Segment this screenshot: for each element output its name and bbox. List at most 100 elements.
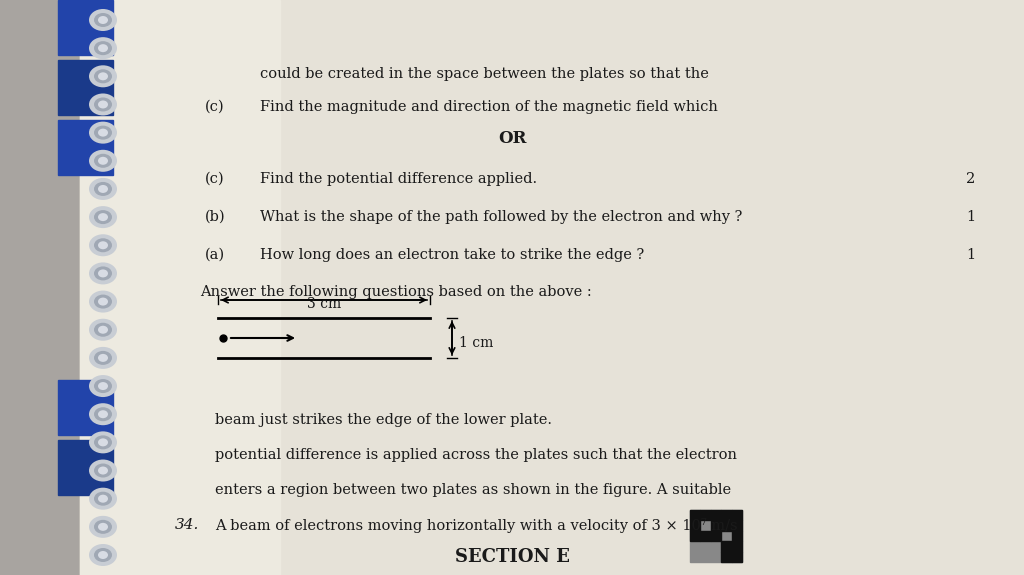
Bar — [80, 0, 280, 575]
Bar — [731, 510, 742, 520]
Text: How long does an electron take to strike the edge ?: How long does an electron take to strike… — [260, 248, 644, 262]
Ellipse shape — [94, 154, 112, 168]
Ellipse shape — [89, 234, 117, 256]
Ellipse shape — [94, 492, 112, 505]
Text: OR: OR — [498, 130, 526, 147]
Ellipse shape — [98, 354, 108, 362]
Ellipse shape — [89, 544, 117, 566]
Bar — [731, 520, 742, 531]
Text: 1: 1 — [966, 248, 975, 262]
Ellipse shape — [94, 125, 112, 140]
Ellipse shape — [94, 182, 112, 196]
Ellipse shape — [89, 375, 117, 397]
Bar — [731, 551, 742, 562]
Ellipse shape — [94, 294, 112, 309]
Bar — [711, 531, 721, 541]
Ellipse shape — [98, 410, 108, 418]
Ellipse shape — [89, 37, 117, 59]
Bar — [731, 531, 742, 541]
Text: SECTION E: SECTION E — [455, 548, 569, 566]
Ellipse shape — [94, 379, 112, 393]
Text: 3 cm: 3 cm — [307, 297, 341, 311]
Bar — [58, 120, 113, 175]
Ellipse shape — [89, 431, 117, 453]
Ellipse shape — [89, 150, 117, 172]
Ellipse shape — [94, 98, 112, 112]
Bar — [58, 380, 113, 435]
Bar — [711, 510, 721, 520]
Ellipse shape — [94, 548, 112, 562]
Ellipse shape — [94, 210, 112, 224]
Ellipse shape — [94, 351, 112, 365]
Bar — [721, 510, 731, 520]
Text: enters a region between two plates as shown in the figure. A suitable: enters a region between two plates as sh… — [215, 483, 731, 497]
Ellipse shape — [89, 459, 117, 481]
Ellipse shape — [98, 185, 108, 193]
Bar — [700, 531, 711, 541]
Ellipse shape — [98, 298, 108, 305]
Text: 1 cm: 1 cm — [459, 336, 494, 350]
Ellipse shape — [89, 9, 117, 31]
Text: 1: 1 — [966, 210, 975, 224]
Ellipse shape — [94, 323, 112, 337]
Ellipse shape — [89, 66, 117, 87]
Ellipse shape — [94, 520, 112, 534]
Text: Find the magnitude and direction of the magnetic field which: Find the magnitude and direction of the … — [260, 100, 718, 114]
Ellipse shape — [94, 13, 112, 27]
Ellipse shape — [89, 262, 117, 285]
Bar — [0, 0, 110, 575]
Bar — [58, 440, 113, 495]
Ellipse shape — [89, 94, 117, 116]
Ellipse shape — [89, 290, 117, 313]
Ellipse shape — [98, 16, 108, 24]
Ellipse shape — [98, 551, 108, 559]
Bar — [711, 520, 721, 531]
Text: beam just strikes the edge of the lower plate.: beam just strikes the edge of the lower … — [215, 413, 552, 427]
Ellipse shape — [98, 213, 108, 221]
Ellipse shape — [89, 516, 117, 538]
Text: Answer the following questions based on the above :: Answer the following questions based on … — [200, 285, 592, 299]
Bar — [721, 551, 731, 562]
Bar — [690, 510, 742, 562]
Text: (c): (c) — [205, 172, 224, 186]
Ellipse shape — [94, 41, 112, 55]
Text: potential difference is applied across the plates such that the electron: potential difference is applied across t… — [215, 448, 737, 462]
Text: could be created in the space between the plates so that the: could be created in the space between th… — [260, 67, 709, 81]
Bar — [690, 520, 700, 531]
Ellipse shape — [89, 488, 117, 509]
Ellipse shape — [98, 438, 108, 446]
Text: (b): (b) — [205, 210, 225, 224]
Ellipse shape — [98, 270, 108, 277]
Ellipse shape — [94, 238, 112, 252]
Ellipse shape — [98, 129, 108, 137]
Bar — [731, 541, 742, 551]
Ellipse shape — [98, 44, 108, 52]
Ellipse shape — [98, 157, 108, 165]
Text: (c): (c) — [205, 100, 224, 114]
Bar — [58, 0, 113, 55]
Bar — [721, 541, 731, 551]
Ellipse shape — [89, 178, 117, 200]
Text: 34.: 34. — [175, 518, 200, 532]
Ellipse shape — [94, 70, 112, 83]
Ellipse shape — [89, 403, 117, 425]
Ellipse shape — [98, 101, 108, 109]
Ellipse shape — [94, 266, 112, 281]
Bar — [690, 531, 700, 541]
Bar — [58, 60, 113, 115]
Text: Find the potential difference applied.: Find the potential difference applied. — [260, 172, 538, 186]
Ellipse shape — [94, 435, 112, 450]
Ellipse shape — [98, 466, 108, 474]
Ellipse shape — [98, 523, 108, 531]
Ellipse shape — [89, 347, 117, 369]
Ellipse shape — [89, 122, 117, 144]
Bar — [690, 510, 700, 520]
Bar — [700, 510, 711, 520]
Ellipse shape — [98, 242, 108, 250]
Text: 2: 2 — [966, 172, 975, 186]
Ellipse shape — [98, 325, 108, 334]
Ellipse shape — [98, 72, 108, 81]
Ellipse shape — [89, 206, 117, 228]
Text: A beam of electrons moving horizontally with a velocity of 3 × 10⁷ m/s: A beam of electrons moving horizontally … — [215, 518, 737, 533]
Text: (a): (a) — [205, 248, 225, 262]
